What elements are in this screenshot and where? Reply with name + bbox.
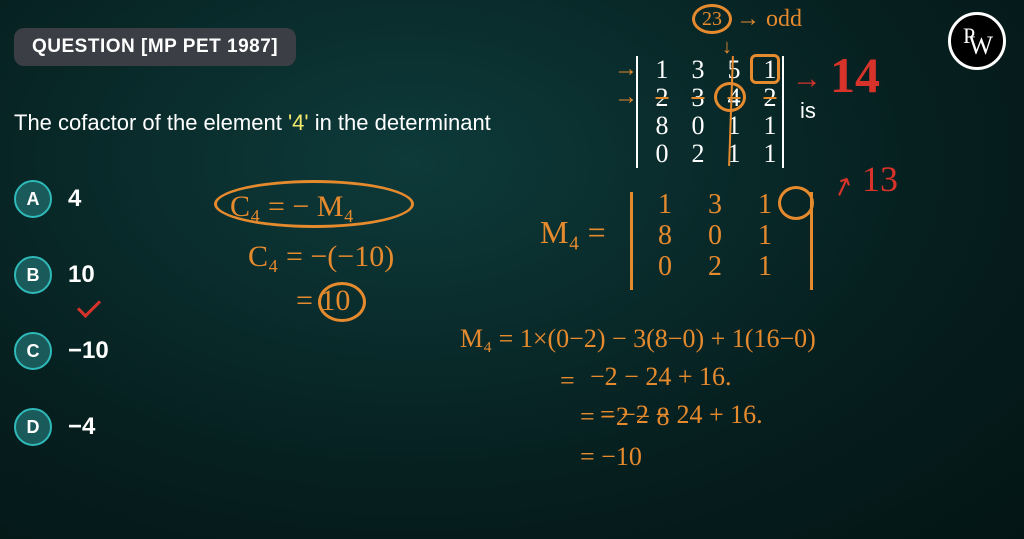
circle-minor-1 <box>778 186 814 220</box>
arrow-row1: → <box>614 56 638 83</box>
arrow-row2: → <box>614 84 638 111</box>
circle-c4eq <box>214 180 414 228</box>
m4-label: M₄ = <box>540 214 606 251</box>
m4-expand: M₄ = 1×(0−2) − 3(8−0) + 1(16−0) <box>460 324 816 354</box>
option-d-text: −4 <box>68 413 95 441</box>
c4-line2: C₄ = −(−10) <box>248 240 394 274</box>
option-c-text: −10 <box>68 337 109 365</box>
m3-12: 1 <box>740 221 790 252</box>
option-c[interactable]: C −10 <box>14 332 109 370</box>
option-d[interactable]: D −4 <box>14 408 109 446</box>
option-b[interactable]: B 10 <box>14 256 109 294</box>
m4-minor: 131 801 021 <box>640 190 790 282</box>
options-list: A 4 B 10 C −10 D −4 <box>14 180 109 484</box>
option-letter-c: C <box>14 332 52 370</box>
cell-0-1: 3 <box>680 56 716 84</box>
question-stem: The cofactor of the element '4' in the d… <box>14 110 491 136</box>
option-a-text: 4 <box>68 185 81 213</box>
arrow-14: → <box>792 62 822 96</box>
m3-10: 8 <box>640 221 690 252</box>
calc-line2: −2 − 24 + 16. <box>590 362 732 392</box>
m4-line2: = <box>560 366 575 396</box>
cell-2-1: 0 <box>680 112 716 140</box>
m3-22: 1 <box>740 252 790 283</box>
cell-3-2: 1 <box>716 140 752 168</box>
arrow-col3-down: ↓ <box>722 36 732 59</box>
m3-00: 1 <box>640 190 690 221</box>
pw-logo: P W <box>948 12 1006 70</box>
matrix-bar-right <box>782 56 784 168</box>
annot-13: 13 <box>862 158 898 200</box>
cell-3-0: 0 <box>644 140 680 168</box>
check-icon <box>78 300 100 312</box>
stem-mid: in the determinant <box>309 110 491 135</box>
arrow-odd: → odd <box>736 6 802 33</box>
cell-2-2: 1 <box>716 112 752 140</box>
annot-14: 14 <box>830 46 880 104</box>
logo-w: W <box>968 31 993 61</box>
option-letter-d: D <box>14 408 52 446</box>
box-top-right-1 <box>750 54 780 84</box>
m3-21: 2 <box>690 252 740 283</box>
calc-line4: = −10 <box>580 442 642 472</box>
cell-0-0: 1 <box>644 56 680 84</box>
option-b-text: 10 <box>68 261 95 289</box>
cell-1-0: 2 <box>644 84 680 112</box>
circle-23: 23 <box>692 4 732 34</box>
option-a[interactable]: A 4 <box>14 180 109 218</box>
circle-10 <box>318 282 366 322</box>
cell-2-0: 8 <box>644 112 680 140</box>
stem-prefix: The cofactor of the element <box>14 110 288 135</box>
cell-0-2: 5 <box>716 56 752 84</box>
cell-1-1: 3 <box>680 84 716 112</box>
m3-01: 3 <box>690 190 740 221</box>
calc-line3: = −2 − 8 <box>580 402 670 432</box>
stem-emphasis: '4' <box>288 110 309 135</box>
cell-3-1: 2 <box>680 140 716 168</box>
arrow-13: ↗ <box>828 169 859 205</box>
question-badge: QUESTION [MP PET 1987] <box>14 28 296 66</box>
m3-11: 0 <box>690 221 740 252</box>
m3-20: 0 <box>640 252 690 283</box>
option-letter-a: A <box>14 180 52 218</box>
stem-suffix: is <box>800 98 816 124</box>
option-letter-b: B <box>14 256 52 294</box>
